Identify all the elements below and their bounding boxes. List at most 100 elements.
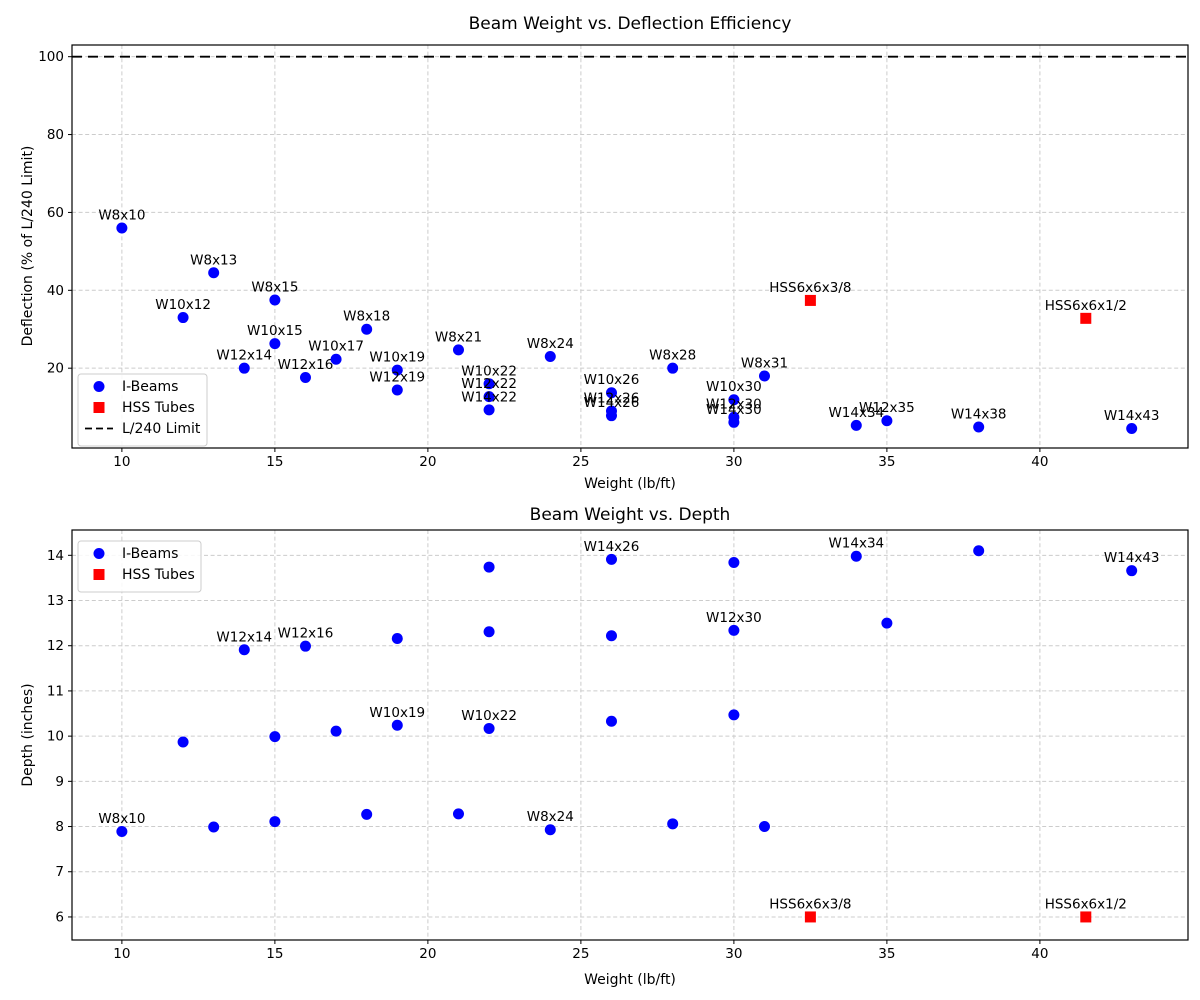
data-point-W8x13: [208, 267, 220, 279]
deflection-chart-canvas: 10 15 20 25 30 35 40 20 40 60 80 100 W8x10 W10x12 W8x1…: [38, 44, 1189, 470]
deflection-y-axis-label: Deflection (% of L/240 Limit): [20, 145, 36, 347]
annotation-W14x34: W14x34: [828, 536, 884, 552]
y-tick-label: 13: [47, 593, 64, 609]
data-point-W14x26: [605, 410, 617, 422]
annotation-W14x30: W14x30: [706, 402, 762, 418]
data-point-W8x28: [667, 818, 679, 830]
plot-frame: [71, 529, 1189, 941]
data-point-W12x14: [238, 362, 250, 374]
data-point-W14x34: [850, 550, 862, 562]
data-point-W12x35: [881, 415, 893, 427]
annotation-W14x34: W14x34: [828, 405, 884, 421]
annotation-W12x16: W12x16: [278, 357, 334, 373]
x-tick-label: 15: [266, 946, 283, 962]
data-point-W12x19: [391, 384, 403, 396]
annotation-W12x14: W12x14: [216, 629, 272, 645]
data-point-W8x18: [361, 808, 373, 820]
data-point-W14x30: [728, 416, 740, 428]
data-point-W10x22: [483, 722, 495, 734]
annotation-W8x18: W8x18: [343, 309, 390, 325]
data-point-W8x18: [361, 323, 373, 335]
y-tick-label: 100: [38, 49, 64, 65]
depth-y-axis-label: Depth (inches): [20, 683, 36, 787]
annotation-W12x30: W12x30: [706, 397, 762, 413]
data-point-W10x12: [177, 736, 189, 748]
data-point-W10x26: [605, 715, 617, 727]
annotation-HSS6x6x3/8: HSS6x6x3/8: [769, 280, 851, 296]
y-tick-label: 80: [47, 127, 64, 143]
legend-marker-I-Beams: [93, 381, 105, 392]
x-tick-label: 35: [878, 946, 895, 962]
annotation-W10x22: W10x22: [461, 363, 517, 379]
annotation-W10x26: W10x26: [584, 372, 640, 388]
annotation-W8x31: W8x31: [741, 355, 788, 371]
data-point-W12x14: [238, 644, 250, 656]
annotation-W8x24: W8x24: [527, 809, 574, 825]
annotation-W12x19: W12x19: [369, 369, 425, 385]
x-tick-label: 20: [419, 454, 436, 470]
data-point-W8x24: [544, 350, 556, 362]
data-point-W14x30: [728, 557, 740, 569]
data-point-W14x38: [973, 545, 985, 557]
annotation-W14x26: W14x26: [584, 539, 640, 555]
deflection-x-axis-label: Weight (lb/ft): [584, 476, 676, 492]
annotation-W10x30: W10x30: [706, 379, 762, 395]
annotation-W8x13: W8x13: [190, 252, 237, 268]
data-point-W12x30: [728, 624, 740, 636]
y-tick-label: 60: [47, 205, 64, 221]
annotation-W10x22: W10x22: [461, 708, 517, 724]
y-tick-label: 9: [55, 774, 64, 790]
y-tick-label: 10: [47, 729, 64, 745]
data-point-W8x28: [667, 362, 679, 374]
annotation-W10x19: W10x19: [369, 705, 425, 721]
annotation-W8x21: W8x21: [435, 329, 482, 345]
x-tick-label: 30: [725, 454, 742, 470]
data-point-W8x24: [544, 824, 556, 836]
annotation-W14x26: W14x26: [584, 395, 640, 411]
annotation-W12x16: W12x16: [278, 626, 334, 642]
annotation-W12x22: W12x22: [461, 376, 517, 392]
data-point-W10x17: [330, 353, 342, 365]
depth-chart-canvas: 10 15 20 25 30 35 40 6 7 8 9 10 11 12 13 14 W8x10 W12x14 W…: [47, 529, 1189, 962]
data-point-W14x38: [973, 421, 985, 433]
data-point-W8x21: [452, 808, 464, 820]
data-point-W10x15: [269, 338, 281, 350]
data-point-W12x26: [605, 630, 617, 642]
data-point-W14x26: [605, 553, 617, 565]
data-point-W14x22: [483, 561, 495, 573]
depth-chart: 10 15 20 25 30 35 40 6 7 8 9 10 11 12 13 14 W8x10 W12x14 W…: [0, 500, 1200, 1000]
data-point-W10x19: [391, 719, 403, 731]
data-point-W14x43: [1126, 423, 1138, 435]
x-tick-label: 20: [419, 946, 436, 962]
data-point-W8x13: [208, 821, 220, 833]
annotation-HSS6x6x1/2: HSS6x6x1/2: [1045, 896, 1127, 912]
annotation-W12x14: W12x14: [216, 348, 272, 364]
annotation-W10x17: W10x17: [308, 339, 364, 355]
data-point-W12x19: [391, 632, 403, 644]
data-point-W14x22: [483, 404, 495, 416]
deflection-chart-title: Beam Weight vs. Deflection Efficiency: [468, 14, 792, 34]
annotation-W10x12: W10x12: [155, 297, 211, 313]
data-point-W10x19: [391, 364, 403, 376]
y-tick-label: 12: [47, 638, 64, 654]
data-point-W10x30: [728, 709, 740, 721]
legend-box: [77, 540, 202, 593]
data-point-W8x15: [269, 816, 281, 828]
data-point-W12x35: [881, 617, 893, 629]
annotation-W12x26: W12x26: [584, 391, 640, 407]
data-point-HSS6x6x3/8: [804, 294, 816, 306]
legend-marker-I-Beams: [93, 548, 105, 559]
plot-frame: [71, 44, 1189, 449]
legend-label-I-Beams: I-Beams: [122, 546, 178, 562]
data-point-W12x22: [483, 626, 495, 638]
y-tick-label: 7: [55, 864, 64, 880]
y-tick-label: 8: [55, 819, 64, 835]
x-tick-label: 10: [113, 946, 130, 962]
data-point-W10x22: [483, 378, 495, 390]
y-tick-label: 14: [47, 548, 64, 564]
annotation-W14x43: W14x43: [1104, 550, 1160, 566]
data-point-W10x17: [330, 725, 342, 737]
x-tick-label: 25: [572, 454, 589, 470]
annotation-W8x28: W8x28: [649, 348, 696, 364]
data-point-W12x22: [483, 391, 495, 403]
